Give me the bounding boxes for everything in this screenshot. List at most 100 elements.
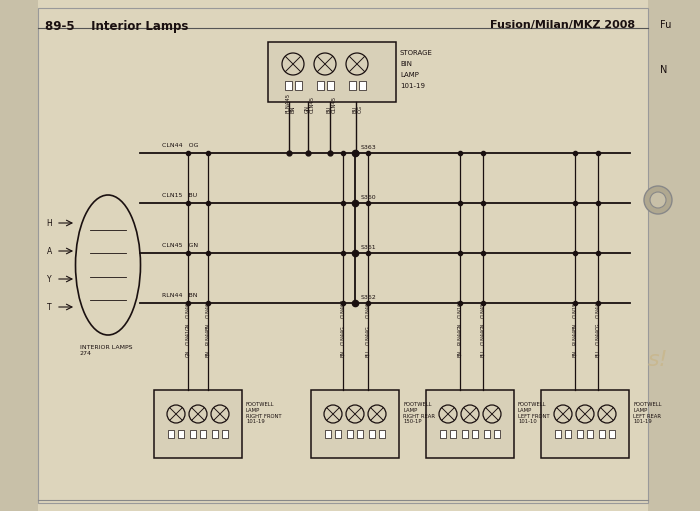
Text: CLN165: CLN165 xyxy=(458,299,463,318)
Text: FOOTWELL
LAMP
LEFT FRONT
101-10: FOOTWELL LAMP LEFT FRONT 101-10 xyxy=(518,402,550,425)
Text: S363: S363 xyxy=(361,145,377,150)
Bar xyxy=(168,430,174,438)
Bar xyxy=(178,430,184,438)
Text: S362: S362 xyxy=(361,295,377,300)
Bar xyxy=(565,430,571,438)
Bar xyxy=(0,0,38,511)
Text: FOOTWELL
LAMP
LEFT REAR
101-19: FOOTWELL LAMP LEFT REAR 101-19 xyxy=(633,402,662,425)
Text: BN: BN xyxy=(340,350,346,357)
Text: BN: BN xyxy=(206,323,211,330)
Text: Y: Y xyxy=(48,274,52,284)
Text: CLN151: CLN151 xyxy=(573,299,577,318)
Text: G: G xyxy=(365,326,370,330)
Text: RLN44: RLN44 xyxy=(206,329,211,345)
Text: CLN44: CLN44 xyxy=(480,329,486,345)
Bar xyxy=(212,430,218,438)
Bar xyxy=(335,430,341,438)
Text: CLN44: CLN44 xyxy=(596,302,601,318)
Text: BU: BU xyxy=(480,350,486,357)
Text: G: G xyxy=(340,326,346,330)
Text: GN: GN xyxy=(458,322,463,330)
Text: CLN45: CLN45 xyxy=(309,96,314,113)
Text: GN: GN xyxy=(480,322,486,330)
Bar xyxy=(369,430,375,438)
Text: INTERIOR LAMPS
274: INTERIOR LAMPS 274 xyxy=(80,345,132,356)
Bar xyxy=(357,430,363,438)
Bar xyxy=(648,0,700,511)
Bar xyxy=(347,430,353,438)
Bar xyxy=(316,81,323,89)
Bar xyxy=(295,81,302,89)
Text: S360: S360 xyxy=(361,195,377,200)
Bar xyxy=(440,430,446,438)
Text: FOOTWELL
LAMP
RIGHT FRONT
101-19: FOOTWELL LAMP RIGHT FRONT 101-19 xyxy=(246,402,281,425)
Text: FLNA45: FLNA45 xyxy=(286,93,290,113)
Text: RLN44   BN: RLN44 BN xyxy=(162,293,197,298)
Circle shape xyxy=(650,192,666,208)
Text: CLN44: CLN44 xyxy=(365,329,370,345)
Text: CLN46: CLN46 xyxy=(365,302,370,318)
Text: CLN46: CLN46 xyxy=(186,302,190,318)
Text: H: H xyxy=(46,219,52,227)
Bar xyxy=(284,81,291,89)
Bar xyxy=(426,390,514,458)
Bar xyxy=(349,81,356,89)
Text: BU: BU xyxy=(596,350,601,357)
Text: BU: BU xyxy=(365,350,370,357)
Text: 101-19: 101-19 xyxy=(400,83,425,89)
Text: BN: BN xyxy=(206,350,211,357)
Text: RLN44: RLN44 xyxy=(458,329,463,345)
Bar xyxy=(222,430,228,438)
Text: GN: GN xyxy=(186,350,190,357)
Text: LAMP: LAMP xyxy=(400,72,419,78)
Text: CLN44: CLN44 xyxy=(340,329,346,345)
Bar xyxy=(190,430,196,438)
Bar xyxy=(325,430,331,438)
Text: GN: GN xyxy=(186,322,190,330)
Circle shape xyxy=(644,186,672,214)
Text: RLN44: RLN44 xyxy=(573,329,577,345)
Bar xyxy=(555,430,561,438)
Bar xyxy=(326,81,333,89)
Bar xyxy=(154,390,242,458)
Bar xyxy=(484,430,490,438)
Text: CLN460: CLN460 xyxy=(340,299,346,318)
Bar xyxy=(472,430,478,438)
Text: Fusion/Milan/MKZ 2008: Fusion/Milan/MKZ 2008 xyxy=(490,20,635,30)
Bar xyxy=(587,430,593,438)
Text: GN: GN xyxy=(304,105,309,113)
Text: CLN44   OG: CLN44 OG xyxy=(162,143,199,148)
Text: CLN45   GN: CLN45 GN xyxy=(162,243,198,248)
Bar xyxy=(268,42,396,102)
Text: s!: s! xyxy=(648,350,668,370)
Bar xyxy=(599,430,605,438)
Text: BU: BU xyxy=(353,105,358,113)
Text: BIN: BIN xyxy=(400,61,412,67)
Text: FOOTWELL
LAMP
RIGHT REAR
150-1P: FOOTWELL LAMP RIGHT REAR 150-1P xyxy=(403,402,435,425)
Text: BU: BU xyxy=(326,105,332,113)
Text: CLN46: CLN46 xyxy=(206,302,211,318)
Text: STORAGE: STORAGE xyxy=(400,50,433,56)
Text: CLN45: CLN45 xyxy=(332,96,337,113)
Text: CLN41: CLN41 xyxy=(186,329,190,345)
Bar xyxy=(462,430,468,438)
Bar xyxy=(200,430,206,438)
Text: S361: S361 xyxy=(361,245,377,250)
Text: Fu: Fu xyxy=(660,20,671,30)
Text: CLN44: CLN44 xyxy=(596,329,601,345)
Text: T: T xyxy=(48,303,52,312)
Bar xyxy=(379,430,385,438)
Bar xyxy=(609,430,615,438)
Bar xyxy=(311,390,399,458)
Bar xyxy=(541,390,629,458)
Text: 89-5    Interior Lamps: 89-5 Interior Lamps xyxy=(45,20,188,33)
Bar xyxy=(577,430,583,438)
Bar xyxy=(450,430,456,438)
Bar xyxy=(38,8,648,503)
Text: OG: OG xyxy=(358,105,363,113)
Text: CLN15   BU: CLN15 BU xyxy=(162,193,197,198)
Bar xyxy=(358,81,365,89)
Text: A: A xyxy=(47,246,52,256)
Text: BN: BN xyxy=(290,105,295,113)
Text: BN: BN xyxy=(573,350,577,357)
